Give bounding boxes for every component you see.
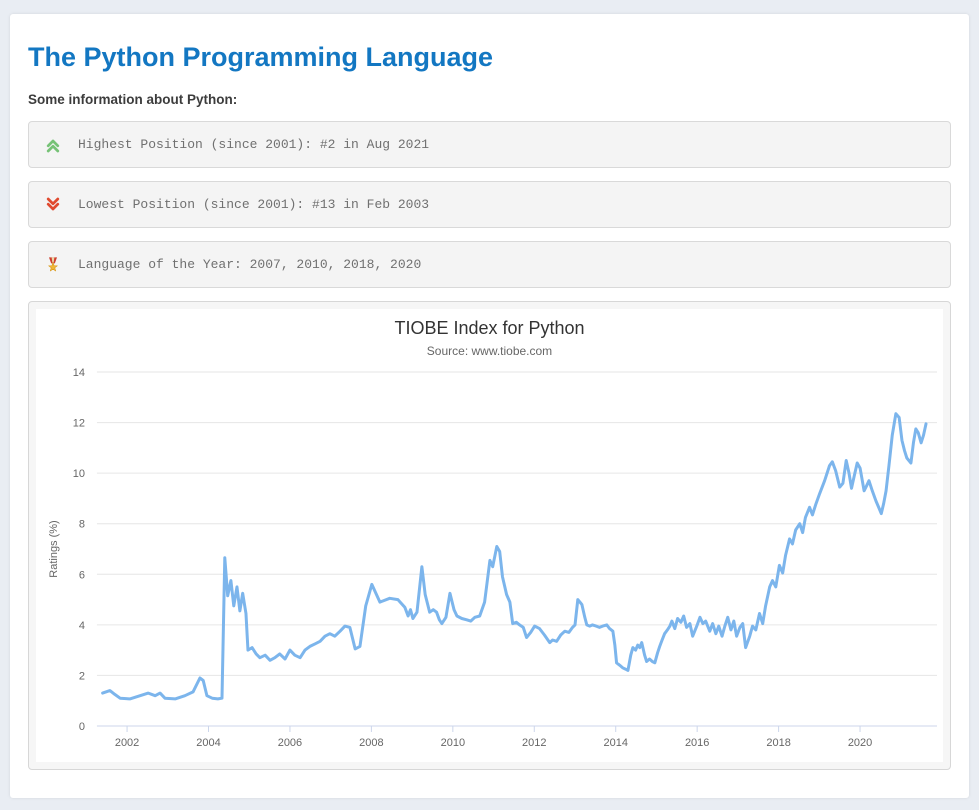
svg-text:2012: 2012 (522, 737, 546, 749)
info-box-highest-position: Highest Position (since 2001): #2 in Aug… (28, 121, 951, 168)
info-box-lowest-position: Lowest Position (since 2001): #13 in Feb… (28, 181, 951, 228)
page-title: The Python Programming Language (28, 42, 494, 72)
svg-text:0: 0 (79, 721, 85, 733)
chevrons-up-icon (45, 137, 61, 153)
svg-text:2008: 2008 (359, 737, 383, 749)
svg-text:4: 4 (79, 620, 85, 632)
svg-text:12: 12 (73, 418, 85, 430)
svg-text:2010: 2010 (441, 737, 465, 749)
chevrons-down-icon (45, 197, 61, 213)
intro-text: Some information about Python: (28, 92, 238, 107)
info-box-language-of-year: Language of the Year: 2007, 2010, 2018, … (28, 241, 951, 288)
svg-text:14: 14 (73, 367, 85, 379)
svg-text:2002: 2002 (115, 737, 139, 749)
tiobe-line-plot: 0 2 4 6 8 10 12 14 2002 2004 2006 2008 2010 2012 2014 2… (48, 367, 938, 749)
chart-card: TIOBE Index for Python Source: www.tiobe… (28, 301, 951, 770)
svg-text:Ratings (%): Ratings (%) (48, 520, 60, 577)
chart-title: TIOBE Index for Python (394, 318, 585, 338)
svg-text:2006: 2006 (278, 737, 302, 749)
svg-text:10: 10 (73, 468, 85, 480)
svg-text:2016: 2016 (685, 737, 709, 749)
svg-text:2018: 2018 (766, 737, 790, 749)
main-card: The Python Programming Language Some inf… (10, 14, 969, 798)
svg-text:2: 2 (79, 670, 85, 682)
svg-text:8: 8 (79, 519, 85, 531)
svg-text:2020: 2020 (848, 737, 872, 749)
tiobe-chart: TIOBE Index for Python Source: www.tiobe… (36, 309, 943, 762)
medal-icon (45, 256, 61, 273)
language-of-year-text: Language of the Year: 2007, 2010, 2018, … (78, 257, 422, 272)
chart-subtitle: Source: www.tiobe.com (426, 344, 553, 358)
svg-text:6: 6 (79, 569, 85, 581)
lowest-position-text: Lowest Position (since 2001): #13 in Feb… (78, 197, 430, 212)
highest-position-text: Highest Position (since 2001): #2 in Aug… (78, 137, 430, 152)
svg-text:2004: 2004 (196, 737, 220, 749)
svg-text:2014: 2014 (604, 737, 628, 749)
